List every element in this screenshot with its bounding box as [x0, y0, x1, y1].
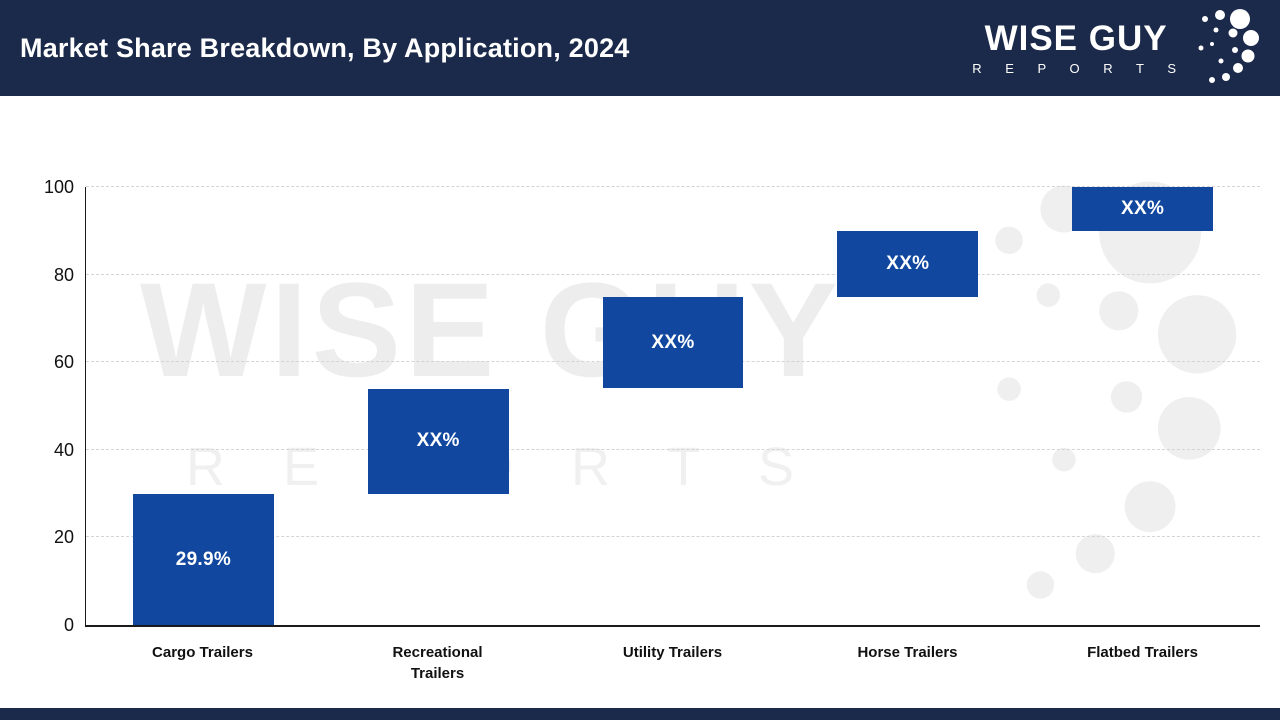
- gridline: [86, 186, 1260, 187]
- bar-value-label: XX%: [416, 430, 460, 452]
- bar-value-label: XX%: [886, 252, 930, 274]
- page-title: Market Share Breakdown, By Application, …: [20, 32, 630, 63]
- bar-cargo-trailers: 29.9%: [132, 494, 274, 625]
- bar-horse-trailers: XX%: [837, 230, 979, 297]
- x-category-label: Utility Trailers: [622, 644, 723, 661]
- x-category-label: Flatbed Trailers: [1087, 644, 1198, 661]
- x-category-label: Horse Trailers: [857, 644, 958, 661]
- logo-text: WISE GUY R E P O R T S: [966, 21, 1186, 76]
- header-bar: Market Share Breakdown, By Application, …: [0, 0, 1280, 96]
- x-category-label: Recreational Trailers: [392, 644, 483, 682]
- y-tick-label: 40: [53, 439, 74, 460]
- y-tick-label: 20: [53, 527, 74, 548]
- x-axis-labels: Cargo Trailers Recreational Trailers Utili…: [85, 642, 1260, 684]
- y-tick-label: 60: [53, 352, 74, 373]
- plot-area: 0 20 40 60 80 100 29.9% XX% XX% XX% XX%: [44, 177, 1260, 635]
- x-category-label: Cargo Trailers: [152, 644, 253, 661]
- logo-secondary-text: R E P O R T S: [972, 60, 1186, 76]
- bar-value-label: 29.9%: [175, 548, 232, 570]
- footer-bar: [0, 708, 1280, 720]
- wiseguy-head-icon: [1188, 6, 1262, 91]
- bar-utility-trailers: XX%: [602, 296, 744, 389]
- logo-primary-text: WISE GUY: [984, 18, 1168, 58]
- y-tick-label: 100: [43, 177, 74, 197]
- gridline: [86, 448, 1260, 450]
- y-tick-label: 80: [53, 264, 74, 285]
- wiseguy-logo: WISE GUY R E P O R T S: [966, 6, 1266, 91]
- chart-area: WISE GUY REPORTS: [0, 96, 1280, 708]
- gridline: [86, 273, 1260, 275]
- y-tick-label: 0: [63, 615, 74, 635]
- bar-value-label: XX%: [1121, 197, 1165, 219]
- bar-value-label: XX%: [651, 331, 695, 353]
- bar-recreational-trailers: XX%: [367, 388, 509, 495]
- gridline: [86, 536, 1260, 538]
- bar-flatbed-trailers: XX%: [1072, 187, 1214, 231]
